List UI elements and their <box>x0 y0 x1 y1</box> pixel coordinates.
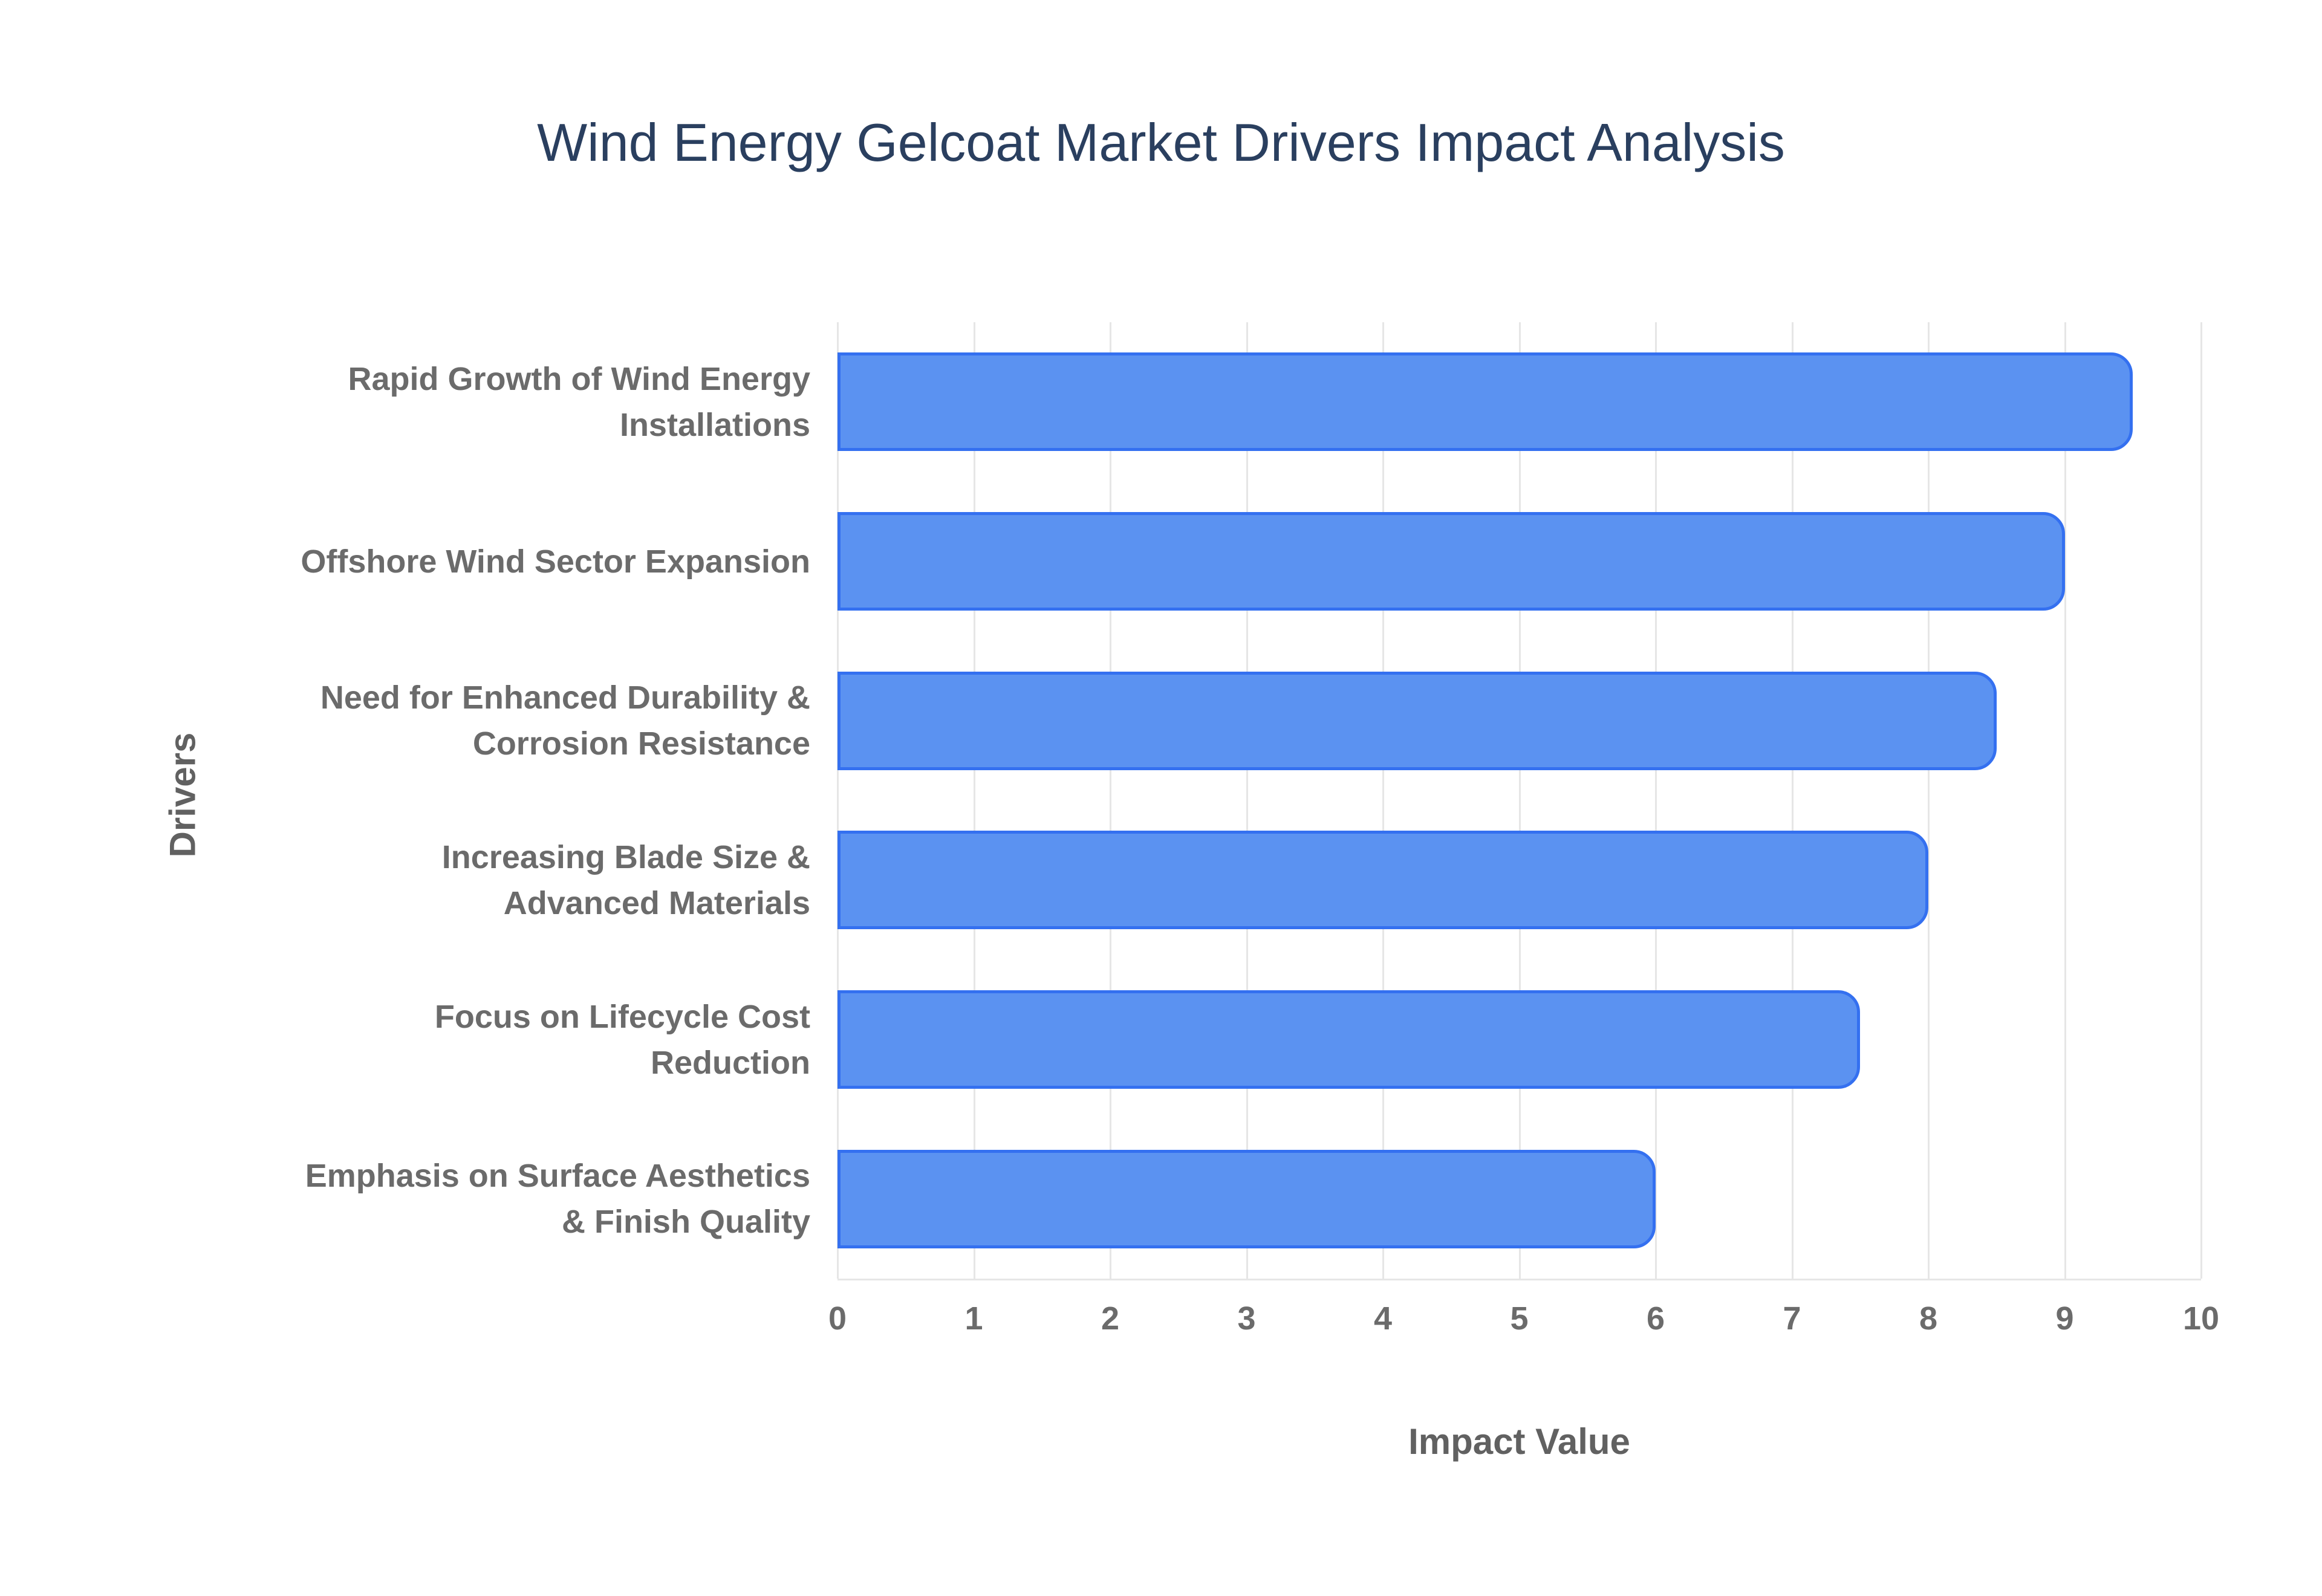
x-tick-label-10: 10 <box>2182 1300 2220 1337</box>
x-tick-label-1: 1 <box>964 1300 983 1337</box>
x-tick-label-7: 7 <box>1783 1300 1801 1337</box>
x-tick-label-8: 8 <box>1919 1300 1938 1337</box>
x-tick-label-0: 0 <box>828 1300 847 1337</box>
bar-0[interactable] <box>837 352 2133 452</box>
x-tick-label-5: 5 <box>1510 1300 1529 1337</box>
category-label-5: Emphasis on Surface Aesthetics & Finish Q… <box>305 1158 810 1241</box>
x-tick-label-4: 4 <box>1373 1300 1393 1337</box>
gridline-x-8 <box>1928 322 1930 1279</box>
gridline-x-6 <box>1655 322 1657 1279</box>
x-tick-label-3: 3 <box>1237 1300 1256 1337</box>
gridline-x-0 <box>837 322 839 1279</box>
chart-title: Wind Energy Gelcoat Market Drivers Impac… <box>537 112 1785 172</box>
category-label-2: Need for Enhanced Durability & Corrosion … <box>320 680 810 762</box>
x-tick-label-2: 2 <box>1101 1300 1120 1337</box>
bar-4[interactable] <box>837 990 1861 1089</box>
bar-1[interactable] <box>837 512 2065 611</box>
gridline-x-3 <box>1246 322 1248 1279</box>
category-label-1: Offshore Wind Sector Expansion <box>301 543 810 580</box>
x-tick-label-9: 9 <box>2055 1300 2074 1337</box>
category-label-4: Focus on Lifecycle Cost Reduction <box>434 998 810 1081</box>
gridline-x-4 <box>1382 322 1384 1279</box>
gridline-x-2 <box>1110 322 1111 1279</box>
gridline-x-9 <box>2064 322 2066 1279</box>
bar-3[interactable] <box>837 831 1928 930</box>
gridline-x-5 <box>1518 322 1521 1279</box>
plot-area <box>837 322 2202 1280</box>
bar-2[interactable] <box>837 671 1997 770</box>
x-axis-title: Impact Value <box>1408 1421 1630 1462</box>
gridline-x-1 <box>973 322 975 1279</box>
category-label-0: Rapid Growth of Wind Energy Installations <box>348 360 811 443</box>
gridline-x-10 <box>2200 322 2202 1279</box>
x-tick-label-6: 6 <box>1646 1300 1665 1337</box>
gridline-x-7 <box>1791 322 1794 1279</box>
bar-5[interactable] <box>837 1149 1656 1248</box>
category-label-3: Increasing Blade Size & Advanced Material… <box>441 839 810 921</box>
